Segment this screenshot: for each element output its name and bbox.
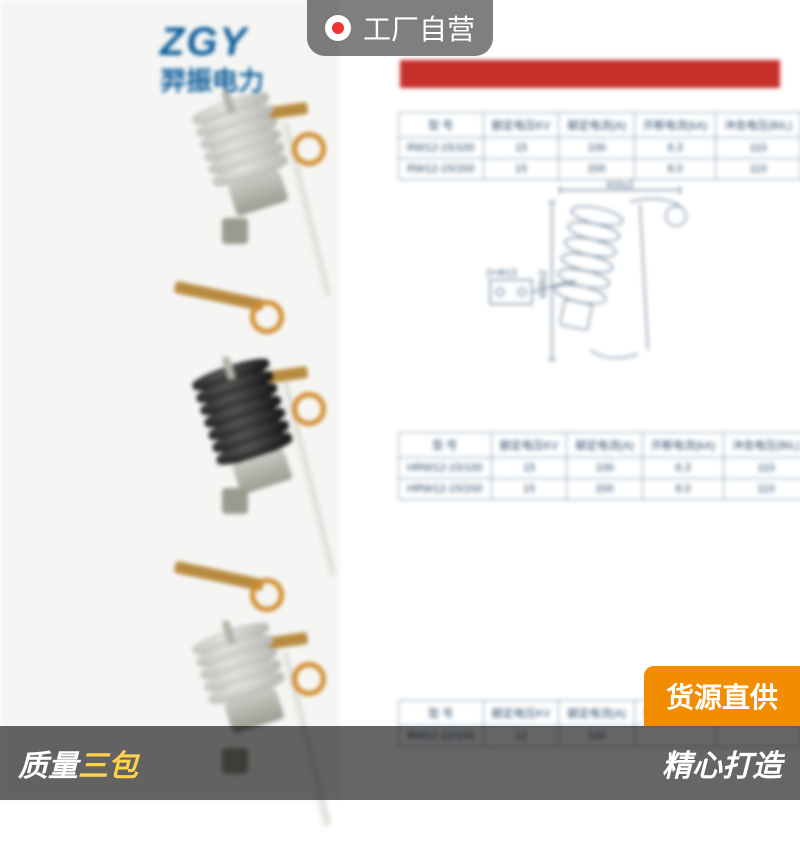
logo-latin: ZGY [160, 20, 264, 65]
spec-table-1: 型 号额定电压KV 额定电流(A)开断电流(kA) 冲击电压(BIL)工频耐压(… [398, 112, 800, 180]
bottom-right-slogan: 精心打造 [662, 741, 782, 785]
pull-ring-bottom [250, 578, 284, 612]
pull-ring-bottom [250, 300, 284, 334]
mount-bracket [222, 488, 248, 514]
table-header-row: 型 号额定电压KV 额定电流(A)开断电流(kA) 冲击电压(BIL)工频耐压(… [399, 113, 800, 138]
bottom-left-slogan: 质量三包 [18, 741, 138, 785]
dimension-diagram: 416±2 [480, 180, 720, 400]
mount-bracket [222, 218, 248, 244]
product-image-1 [160, 100, 330, 320]
pull-ring-top [292, 392, 326, 426]
top-badge-text: 工厂自营 [363, 8, 475, 48]
slogan-part-a: 质量 [18, 750, 78, 783]
dim-width: 416±2 [606, 180, 634, 191]
table-row: RW12-15/10015 1006.3 11042 [399, 138, 800, 159]
table-row: RW12-15/20015 2008.0 11042 [399, 159, 800, 180]
dim-height: 649±2 [538, 270, 549, 298]
spec-table-2: 型 号额定电压KV 额定电流(A)开断电流(kA) 冲击电压(BIL)工频耐压(… [398, 432, 800, 500]
table-row: HRW12-15/20015 2008.0 11042 [399, 479, 800, 500]
slogan-part-b: 三包 [78, 750, 138, 783]
pull-ring-top [292, 662, 326, 696]
bottom-bar: 质量三包 精心打造 [0, 726, 800, 800]
source-tag: 货源直供 [644, 666, 800, 726]
source-tag-text: 货源直供 [666, 682, 778, 713]
badge-dot-icon [325, 15, 351, 41]
top-badge: 工厂自营 [307, 0, 493, 56]
pull-ring-top [292, 132, 326, 166]
table-header-row: 型 号额定电压KV 额定电流(A)开断电流(kA) 冲击电压(BIL)工频耐压(… [399, 433, 800, 458]
brand-logo: ZGY 羿振电力 [160, 20, 264, 98]
table-row: HRW12-15/10015 1006.3 11042 [399, 458, 800, 479]
dim-holes: 2×Φ13 [486, 268, 517, 279]
title-red-bar [400, 60, 780, 88]
product-image-2 [160, 360, 330, 600]
lower-contact-arm [174, 281, 265, 311]
